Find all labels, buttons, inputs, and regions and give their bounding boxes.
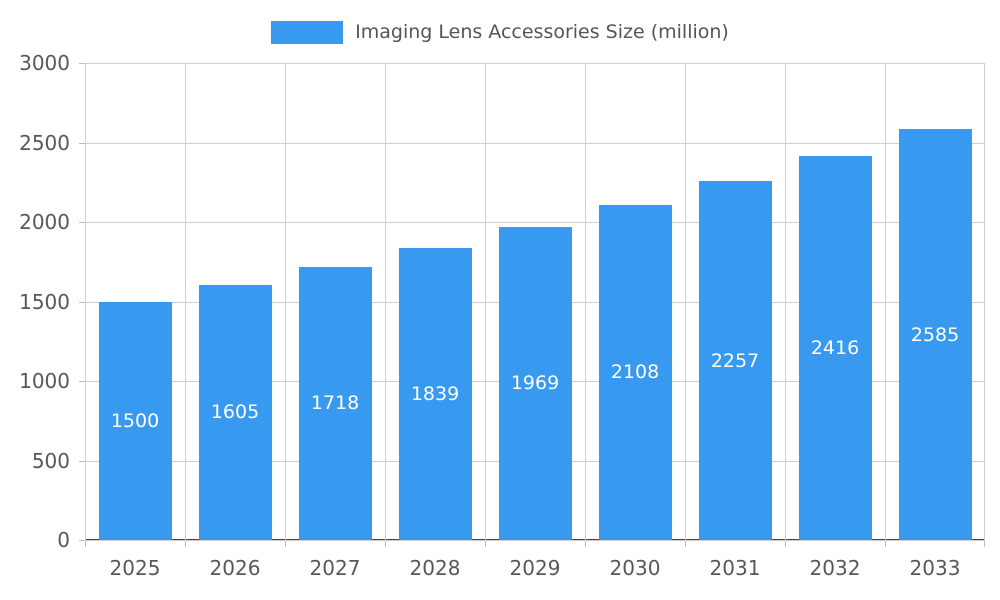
y-tick-mark <box>79 63 85 64</box>
y-tick-mark <box>79 460 85 462</box>
y-tick-label: 1000 <box>19 369 70 393</box>
bar-value-label: 2108 <box>610 361 660 384</box>
bar-value-label: 2416 <box>810 336 860 359</box>
x-tick-mark <box>85 541 86 547</box>
gridline-vertical <box>685 63 686 540</box>
y-tick-mark <box>79 540 85 541</box>
bar-value-label: 2585 <box>910 323 960 346</box>
y-tick-mark <box>79 142 85 144</box>
x-tick-label: 2025 <box>109 556 161 580</box>
y-tick-mark <box>79 301 85 303</box>
x-tick-label: 2033 <box>909 556 961 580</box>
gridline-horizontal <box>85 540 985 541</box>
x-tick-mark <box>984 541 985 547</box>
legend-label: Imaging Lens Accessories Size (million) <box>355 21 729 43</box>
y-tick-label: 2500 <box>19 130 70 155</box>
bar[interactable]: 1500 <box>98 301 172 540</box>
y-tick-mark <box>79 222 85 223</box>
bar[interactable]: 1718 <box>298 266 372 540</box>
y-tick-label: 1500 <box>19 289 70 314</box>
x-tick-label: 2029 <box>509 556 561 580</box>
gridline-vertical <box>385 63 386 540</box>
gridline-horizontal <box>85 222 985 223</box>
x-tick-label: 2028 <box>409 556 461 580</box>
legend[interactable]: Imaging Lens Accessories Size (million) <box>0 16 1000 48</box>
y-tick-label: 3000 <box>19 51 70 75</box>
bar[interactable]: 1839 <box>398 247 472 540</box>
bar-value-label: 2257 <box>710 349 760 372</box>
bar-value-label: 1718 <box>310 392 360 415</box>
bar-value-label: 1839 <box>410 382 460 405</box>
x-tick-mark <box>885 541 886 547</box>
x-tick-mark <box>585 541 586 547</box>
x-tick-mark <box>785 541 786 547</box>
plot-area: 1500 1605 1718 1839 1969 2108 2257 2416 2585 <box>79 63 985 547</box>
y-tick-label: 0 <box>57 528 70 552</box>
gridline-vertical <box>885 63 886 540</box>
bar[interactable]: 2108 <box>598 204 672 540</box>
gridline-vertical <box>185 63 186 540</box>
gridline-horizontal <box>85 142 985 144</box>
bar-value-label: 1969 <box>510 372 560 395</box>
x-tick-mark <box>385 541 386 547</box>
gridline-vertical <box>485 63 486 540</box>
y-tick-label: 2000 <box>19 210 70 234</box>
x-tick-mark <box>185 541 186 547</box>
x-tick-mark <box>685 541 686 547</box>
bar[interactable]: 2585 <box>898 129 972 540</box>
legend-swatch[interactable] <box>271 20 344 44</box>
gridline-vertical <box>585 63 586 540</box>
y-tick-label: 500 <box>31 448 70 473</box>
x-tick-label: 2027 <box>309 556 361 580</box>
bar-value-label: 1605 <box>210 401 260 424</box>
x-tick-mark <box>285 541 286 547</box>
x-tick-label: 2026 <box>209 556 261 580</box>
y-axis: 0 500 1000 1500 2000 2500 3000 <box>0 52 78 551</box>
gridline-vertical <box>785 63 786 540</box>
gridline-vertical <box>285 63 286 540</box>
bar[interactable]: 1605 <box>198 284 272 540</box>
bar[interactable]: 2416 <box>798 155 872 540</box>
gridline-horizontal <box>85 63 985 64</box>
bar[interactable]: 2257 <box>698 181 772 540</box>
x-tick-label: 2031 <box>709 556 761 580</box>
y-tick-mark <box>79 381 85 382</box>
x-tick-label: 2032 <box>809 556 861 580</box>
gridline-vertical <box>984 63 985 540</box>
x-tick-label: 2030 <box>609 556 661 580</box>
x-axis: 2025 2026 2027 2028 2029 2030 2031 2032 2033 <box>85 556 985 586</box>
bar-value-label: 1500 <box>110 409 160 432</box>
bar[interactable]: 1969 <box>498 226 572 540</box>
x-tick-mark <box>485 541 486 547</box>
gridline-vertical <box>85 63 86 540</box>
